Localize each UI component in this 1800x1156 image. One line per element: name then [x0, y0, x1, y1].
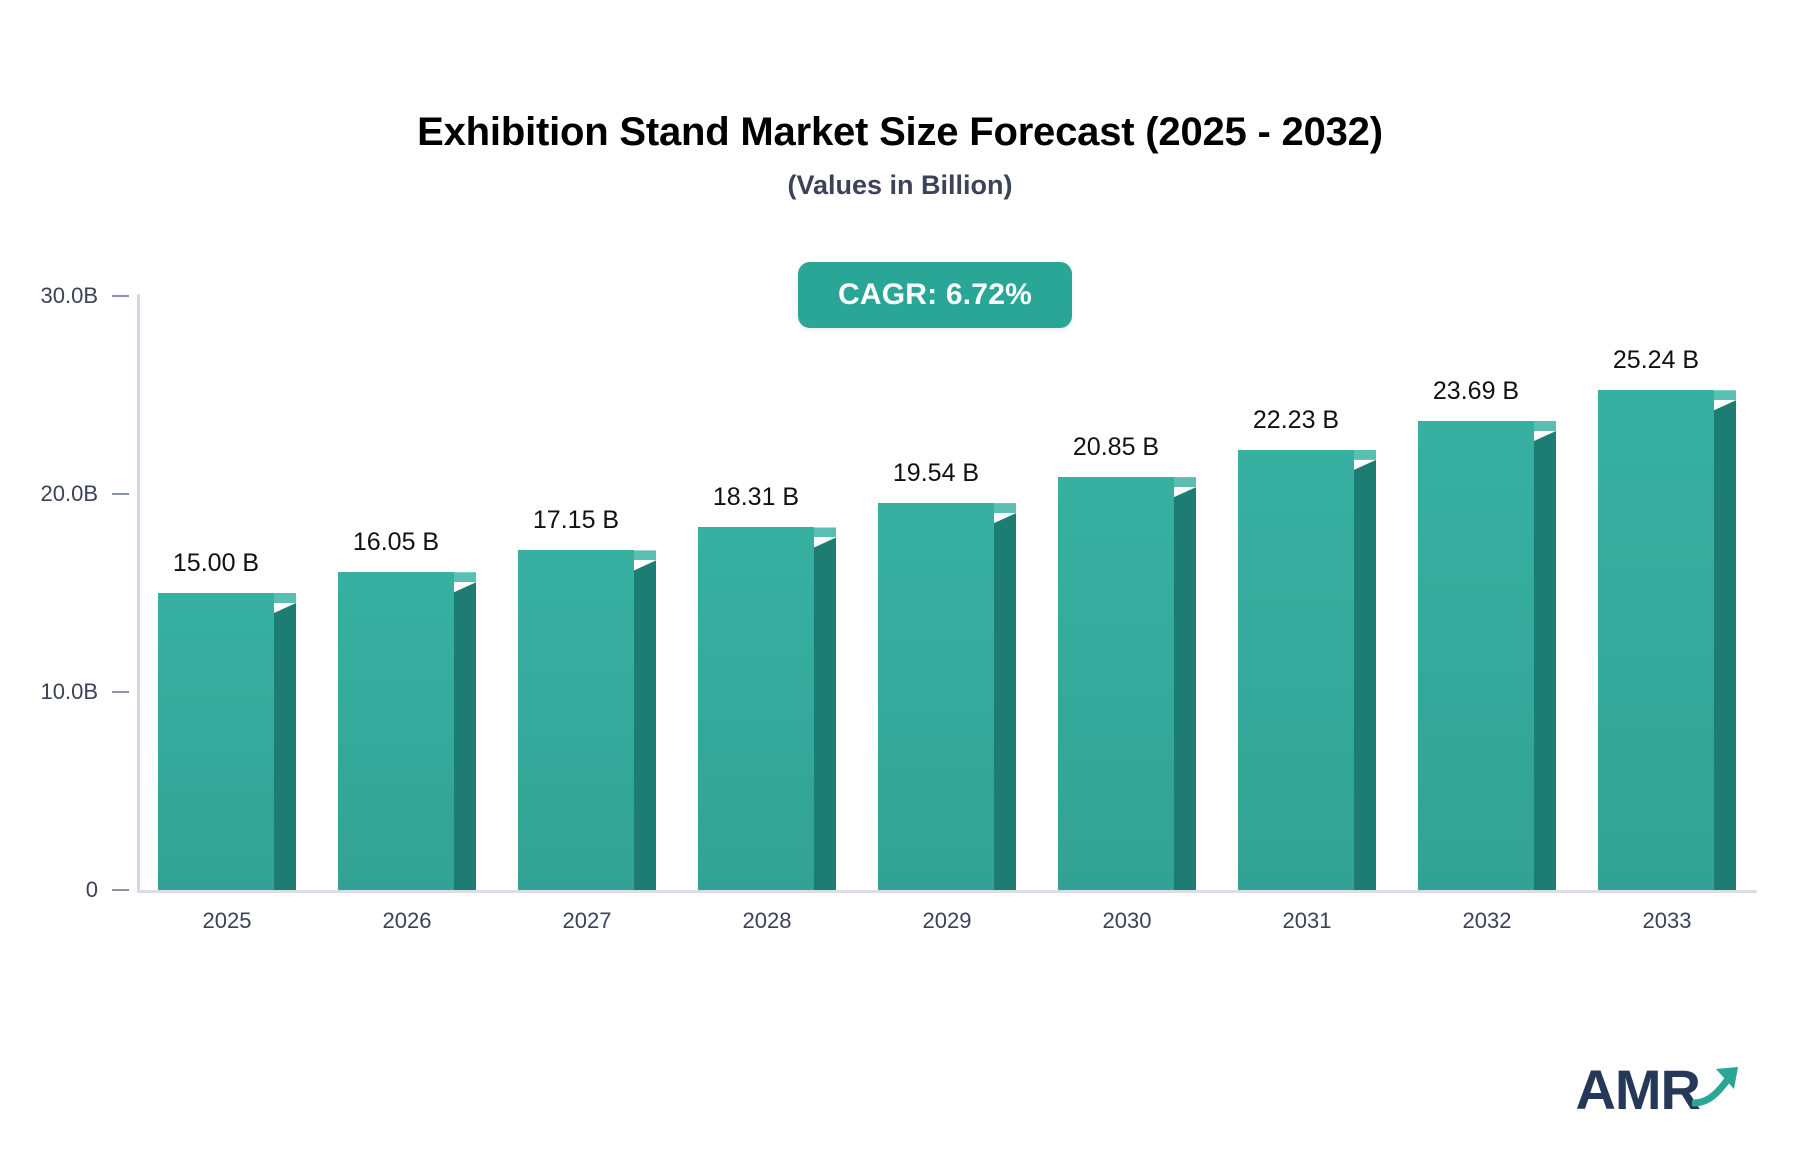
y-axis-tick-mark [112, 889, 129, 891]
bar-front-face [1418, 420, 1534, 890]
bar[interactable]: 23.69 B [1418, 377, 1556, 890]
bar-side-face [1174, 487, 1196, 890]
x-axis-label: 2027 [562, 908, 612, 933]
bar-front-face [518, 550, 634, 890]
bar-top-face [1354, 449, 1376, 460]
y-axis-tick-mark [112, 691, 129, 693]
x-axis-label: 2031 [1282, 908, 1332, 933]
y-axis-tick-mark [112, 295, 129, 297]
bar[interactable]: 19.54 B [878, 459, 1016, 890]
bar-value-label: 19.54 B [892, 459, 980, 488]
y-axis-tick-label: 20.0B [40, 481, 99, 506]
bar[interactable]: 16.05 B [338, 528, 476, 890]
bar-value-label: 16.05 B [352, 528, 440, 557]
bar-top-face [274, 593, 296, 603]
bar-top-face [814, 527, 836, 538]
bar-top-face [1714, 390, 1736, 401]
page-subtitle: (Values in Billion) [787, 170, 1013, 200]
bar-value-label: 25.24 B [1612, 346, 1700, 375]
y-axis-tick-label: 0 [85, 877, 98, 902]
y-axis-tick: 0 [0, 875, 129, 905]
bar-side-face [454, 582, 476, 890]
x-axis-label: 2025 [202, 908, 252, 933]
cagr-badge-label: CAGR: 6.72% [838, 278, 1032, 311]
bar[interactable]: 17.15 B [518, 506, 656, 890]
bar-side-face [1714, 400, 1736, 890]
x-axis-label: 2028 [742, 908, 792, 933]
y-axis-tick: 20.0B [0, 479, 129, 509]
bar[interactable]: 18.31 B [698, 483, 836, 890]
bar-value-label: 17.15 B [532, 506, 620, 535]
bar-side-face [274, 603, 296, 890]
bar-front-face [698, 527, 814, 890]
bar-front-face [1058, 477, 1174, 890]
bar-side-face [814, 537, 836, 890]
bar-top-face [1534, 420, 1556, 431]
bar[interactable]: 20.85 B [1058, 433, 1196, 890]
bar[interactable]: 22.23 B [1238, 406, 1376, 890]
bar-front-face [878, 503, 994, 890]
x-axis-label: 2026 [382, 908, 432, 933]
x-axis-label: 2029 [922, 908, 972, 933]
bar-front-face [1238, 449, 1354, 890]
bar-top-face [1174, 477, 1196, 488]
bar-top-face [994, 503, 1016, 514]
y-axis-tick-mark [112, 493, 129, 495]
y-axis-line [137, 294, 140, 892]
bar-value-label: 22.23 B [1252, 405, 1340, 434]
bar-front-face [158, 593, 274, 890]
bar-front-face [338, 572, 454, 890]
y-axis-tick: 30.0B [0, 281, 129, 311]
y-axis-tick: 10.0B [0, 677, 129, 707]
amr-logo-text: AMR [1575, 1058, 1701, 1121]
bar-side-face [634, 560, 656, 890]
x-axis-line [137, 890, 1757, 893]
page-title: Exhibition Stand Market Size Forecast (2… [417, 110, 1383, 154]
y-axis-tick-label: 10.0B [40, 679, 99, 704]
bar-value-label: 23.69 B [1432, 376, 1520, 405]
bar-top-face [454, 572, 476, 583]
bar-value-label: 18.31 B [712, 483, 800, 512]
cagr-badge: CAGR: 6.72% [798, 262, 1072, 328]
bar-top-face [634, 550, 656, 561]
x-axis-label: 2033 [1642, 908, 1692, 933]
bar-value-label: 20.85 B [1072, 433, 1160, 462]
y-axis-tick-label: 30.0B [40, 283, 99, 308]
bar[interactable]: 15.00 B [158, 549, 296, 890]
bar-side-face [1354, 459, 1376, 890]
x-axis-label: 2030 [1102, 908, 1152, 933]
bar-front-face [1598, 390, 1714, 890]
bar-side-face [1534, 430, 1556, 890]
arrow-up-right-icon [1690, 1063, 1752, 1114]
x-axis-label: 2032 [1462, 908, 1512, 933]
bar-value-label: 15.00 B [172, 549, 260, 577]
bar[interactable]: 25.24 B [1598, 346, 1736, 890]
amr-logo: AMR [1575, 1062, 1752, 1118]
bar-side-face [994, 513, 1016, 890]
